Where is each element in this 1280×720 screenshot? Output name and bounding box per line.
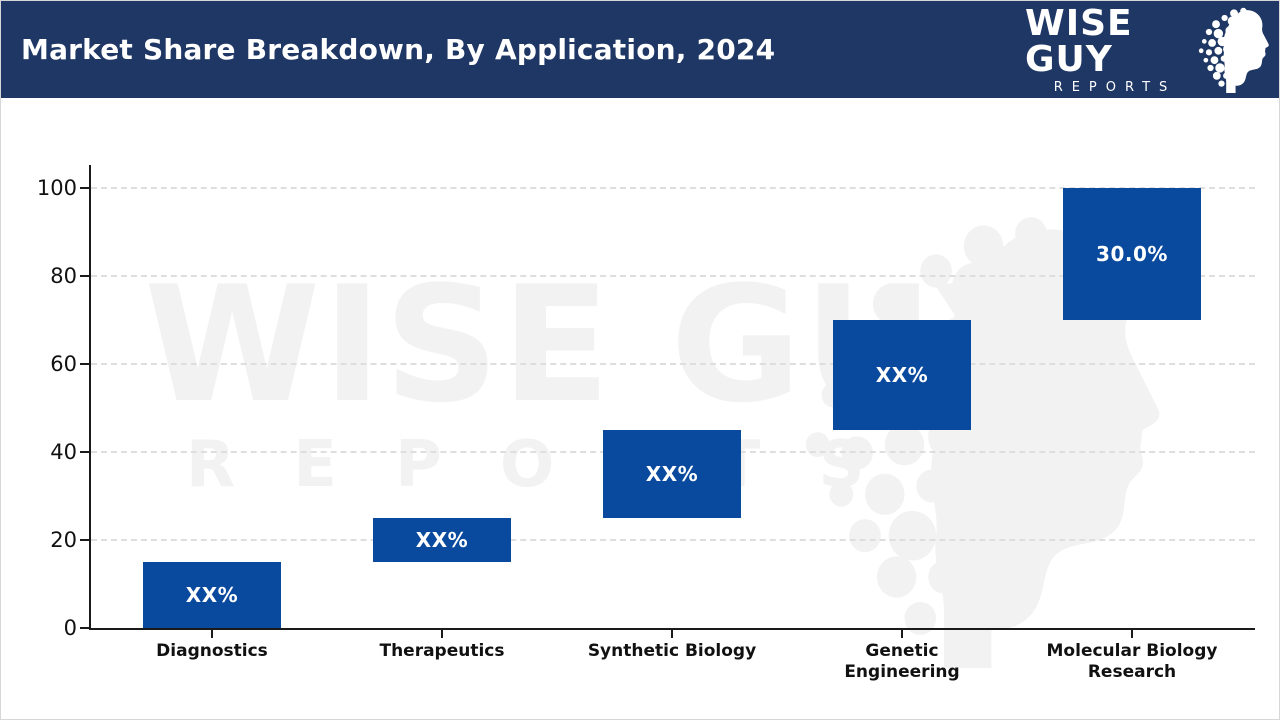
wise-guy-reports-logo: WISE GUY REPORTS bbox=[1025, 5, 1275, 95]
x-axis-line bbox=[89, 628, 1255, 630]
logo-text: WISE GUY REPORTS bbox=[1025, 3, 1199, 95]
y-tick-label-40: 40 bbox=[50, 440, 77, 464]
x-tick-mark-3 bbox=[901, 630, 903, 638]
x-tick-mark-2 bbox=[671, 630, 673, 638]
x-category-label-4: Molecular Biology Research bbox=[1046, 641, 1218, 683]
y-tick-mark-40 bbox=[80, 451, 89, 453]
x-tick-mark-4 bbox=[1131, 630, 1133, 638]
y-tick-mark-100 bbox=[80, 187, 89, 189]
x-category-label-3: Genetic Engineering bbox=[844, 641, 960, 683]
bar-value-label: XX% bbox=[875, 363, 929, 387]
y-tick-label-100: 100 bbox=[36, 176, 77, 200]
y-tick-mark-0 bbox=[80, 627, 89, 629]
x-category-label-1: Therapeutics bbox=[379, 641, 505, 661]
y-tick-mark-60 bbox=[80, 363, 89, 365]
bar-diagnostics: XX% bbox=[143, 562, 281, 628]
bar-value-label: 30.0% bbox=[1096, 242, 1168, 266]
y-axis-line bbox=[89, 165, 91, 630]
logo-face-icon bbox=[1198, 7, 1269, 93]
gridline-80 bbox=[91, 275, 1255, 277]
y-tick-mark-20 bbox=[80, 539, 89, 541]
y-tick-mark-80 bbox=[80, 275, 89, 277]
y-tick-label-20: 20 bbox=[50, 528, 77, 552]
page-title: Market Share Breakdown, By Application, … bbox=[21, 33, 776, 66]
y-tick-label-0: 0 bbox=[63, 616, 77, 640]
bar-value-label: XX% bbox=[645, 462, 699, 486]
watermark-text-line2: REPORTS bbox=[186, 428, 923, 502]
bar-value-label: XX% bbox=[185, 583, 239, 607]
bar-genetic-engineering: XX% bbox=[833, 320, 971, 430]
bar-value-label: XX% bbox=[415, 528, 469, 552]
y-tick-label-80: 80 bbox=[50, 264, 77, 288]
gridline-20 bbox=[91, 539, 1255, 541]
header-bar: Market Share Breakdown, By Application, … bbox=[1, 1, 1279, 98]
x-tick-mark-1 bbox=[441, 630, 443, 638]
logo-subtitle: REPORTS bbox=[1053, 80, 1177, 95]
bar-molecular-biology-research: 30.0% bbox=[1063, 188, 1201, 320]
logo-wordmark: WISE GUY bbox=[1025, 3, 1133, 80]
x-category-label-2: Synthetic Biology bbox=[587, 641, 757, 661]
x-category-label-0: Diagnostics bbox=[156, 641, 268, 661]
y-tick-label-60: 60 bbox=[50, 352, 77, 376]
x-tick-mark-0 bbox=[211, 630, 213, 638]
bar-synthetic-biology: XX% bbox=[603, 430, 741, 518]
gridline-60 bbox=[91, 363, 1255, 365]
bar-therapeutics: XX% bbox=[373, 518, 511, 562]
gridline-100 bbox=[91, 187, 1255, 189]
